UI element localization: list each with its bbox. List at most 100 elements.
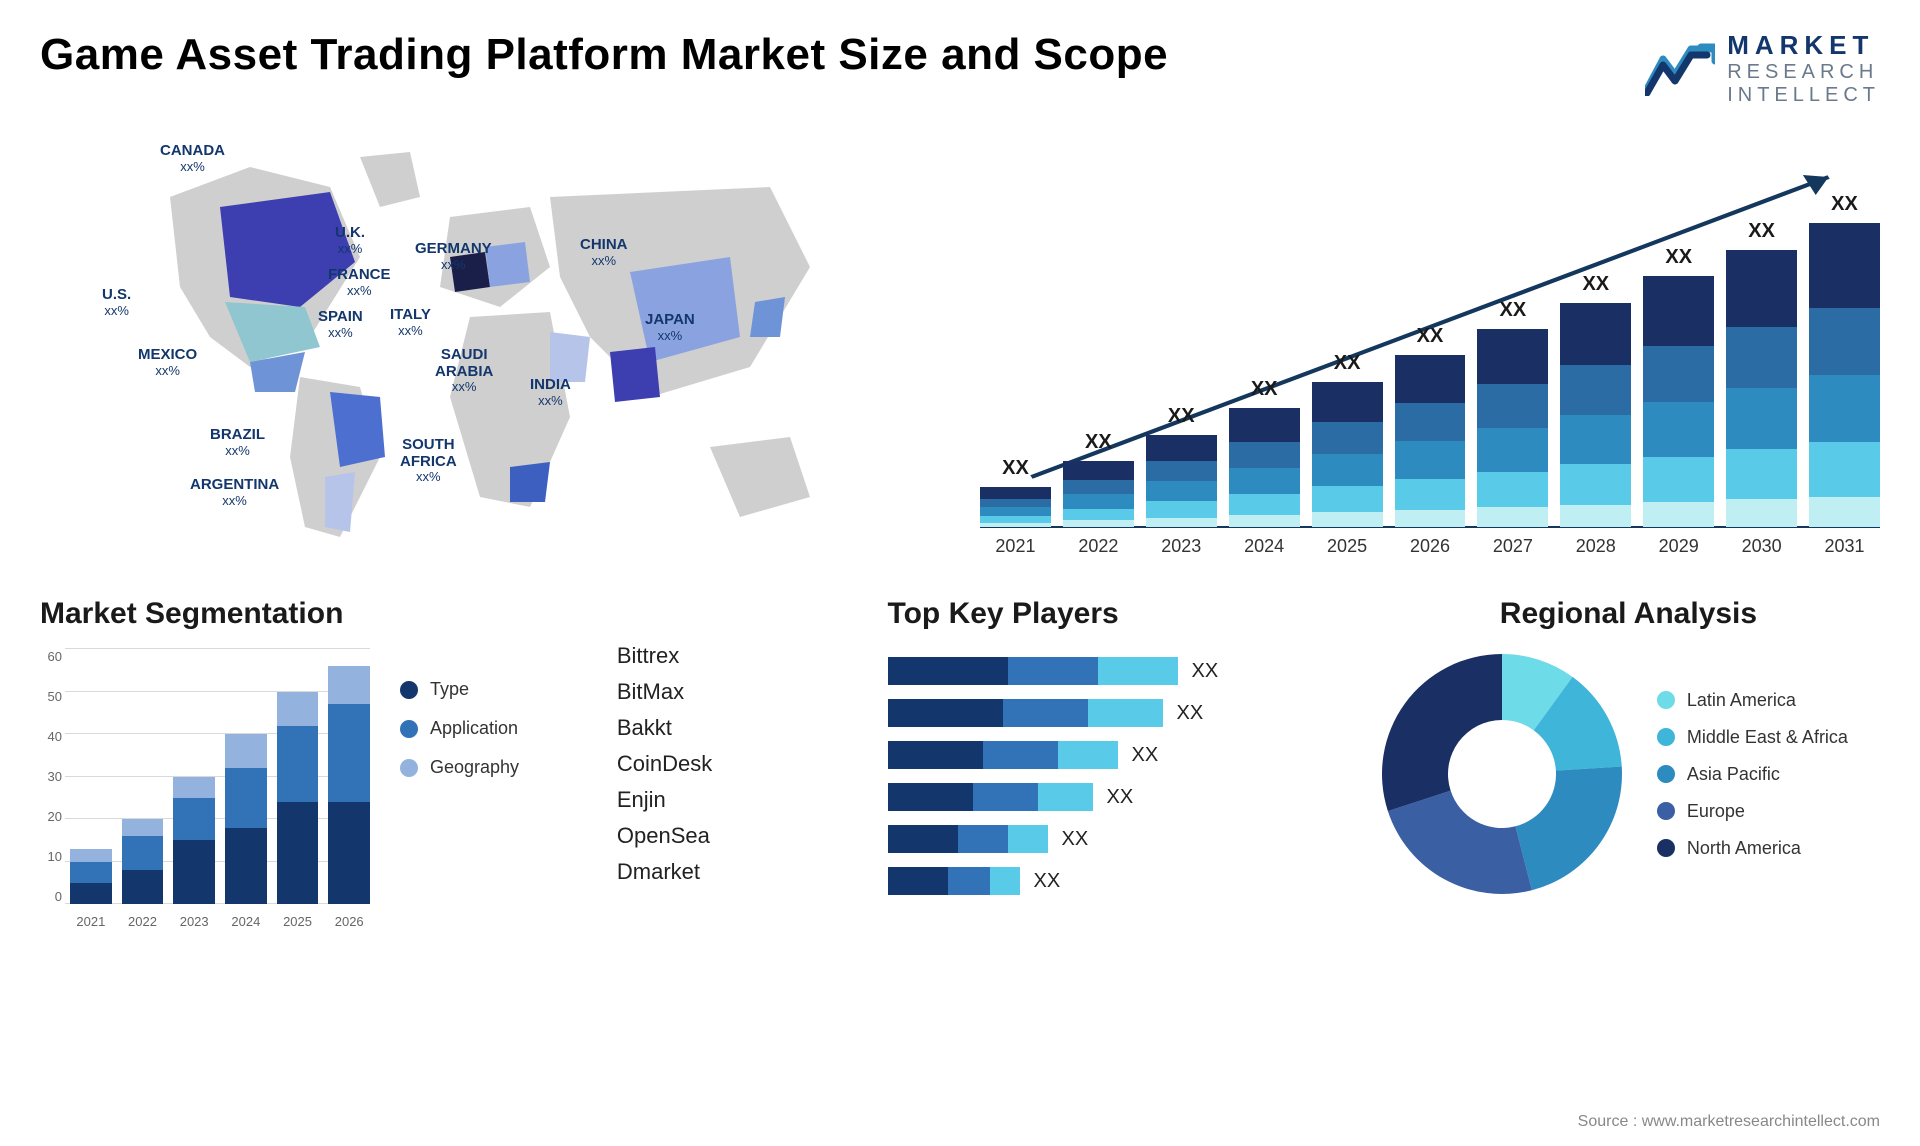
kp-bar <box>888 867 1020 895</box>
seg-legend-item: Application <box>400 718 519 739</box>
seg-ytick: 30 <box>32 769 62 784</box>
player-list-item: OpenSea <box>617 823 858 849</box>
growth-bar: XX <box>1809 223 1880 527</box>
key-players-title: Top Key Players <box>888 597 1347 631</box>
growth-bar-label: XX <box>1582 273 1609 296</box>
growth-bar-label: XX <box>1831 193 1858 216</box>
growth-xaxis-label: 2029 <box>1643 536 1714 557</box>
growth-bar-label: XX <box>1748 220 1775 243</box>
world-map-panel: CANADAxx% U.S.xx%MEXICOxx% BRAZILxx% ARGENT… <box>40 137 940 557</box>
growth-bar-label: XX <box>1085 431 1112 454</box>
kp-value-label: XX <box>1062 828 1089 851</box>
segmentation-chart: 0102030405060 202120222023202420252026 <box>40 649 370 929</box>
seg-xtick: 2024 <box>225 914 267 929</box>
kp-value-label: XX <box>1034 870 1061 893</box>
seg-ytick: 10 <box>32 849 62 864</box>
regional-legend-item: North America <box>1657 838 1848 859</box>
map-country-label: ARGENTINAxx% <box>190 477 279 508</box>
page-title: Game Asset Trading Platform Market Size … <box>40 30 1168 80</box>
map-country-label: FRANCExx% <box>328 267 391 298</box>
regional-legend-item: Asia Pacific <box>1657 764 1848 785</box>
growth-bar: XX <box>1395 355 1466 527</box>
donut-slice <box>1382 654 1502 811</box>
map-country-label: SOUTHAFRICAxx% <box>400 437 457 484</box>
growth-xaxis-label: 2026 <box>1395 536 1466 557</box>
regional-legend-item: Middle East & Africa <box>1657 727 1848 748</box>
growth-bar-label: XX <box>1500 299 1527 322</box>
growth-chart-panel: XXXXXXXXXXXXXXXXXXXXXX 20212022202320242… <box>980 137 1880 557</box>
seg-legend-item: Type <box>400 679 519 700</box>
seg-bar <box>70 849 112 904</box>
growth-xaxis-label: 2028 <box>1560 536 1631 557</box>
regional-donut-chart <box>1377 649 1627 899</box>
growth-bar-label: XX <box>1168 405 1195 428</box>
seg-xtick: 2023 <box>173 914 215 929</box>
seg-ytick: 40 <box>32 729 62 744</box>
kp-bar <box>888 657 1178 685</box>
growth-bar-label: XX <box>1417 325 1444 348</box>
regional-legend-item: Europe <box>1657 801 1848 822</box>
logo-text-1: MARKET <box>1727 30 1880 61</box>
kp-bar <box>888 699 1163 727</box>
kp-value-label: XX <box>1132 744 1159 767</box>
growth-bar: XX <box>1643 276 1714 527</box>
growth-xaxis-label: 2025 <box>1312 536 1383 557</box>
kp-value-label: XX <box>1107 786 1134 809</box>
player-list-item: BitMax <box>617 679 858 705</box>
player-list-item: Enjin <box>617 787 858 813</box>
growth-bar: XX <box>1312 382 1383 527</box>
growth-xaxis-label: 2022 <box>1063 536 1134 557</box>
growth-bar-label: XX <box>1665 246 1692 269</box>
growth-bar: XX <box>980 487 1051 527</box>
map-country-label: SAUDIARABIAxx% <box>435 347 493 394</box>
growth-bar: XX <box>1560 303 1631 527</box>
players-list: BittrexBitMaxBakktCoinDeskEnjinOpenSeaDm… <box>617 643 858 885</box>
segmentation-legend: Type Application Geography <box>400 649 519 929</box>
seg-ytick: 60 <box>32 649 62 664</box>
seg-bar <box>277 692 319 905</box>
kp-value-label: XX <box>1177 702 1204 725</box>
kp-bar <box>888 825 1048 853</box>
kp-row: XX <box>888 741 1347 769</box>
source-attribution: Source : www.marketresearchintellect.com <box>1578 1113 1880 1131</box>
regional-legend: Latin America Middle East & Africa Asia Pa… <box>1657 690 1848 859</box>
growth-xaxis-label: 2031 <box>1809 536 1880 557</box>
seg-ytick: 20 <box>32 809 62 824</box>
kp-row: XX <box>888 699 1347 727</box>
seg-bar <box>173 777 215 905</box>
kp-bar <box>888 741 1118 769</box>
map-country-label: JAPANxx% <box>645 312 695 343</box>
growth-xaxis-label: 2023 <box>1146 536 1217 557</box>
key-players-panel: Top Key Players XXXXXXXXXXXX <box>888 597 1347 929</box>
seg-xtick: 2026 <box>328 914 370 929</box>
seg-ytick: 50 <box>32 689 62 704</box>
logo-mark-icon <box>1645 41 1715 96</box>
segmentation-title: Market Segmentation <box>40 597 587 631</box>
seg-bar <box>328 666 370 904</box>
map-country-label: CHINAxx% <box>580 237 628 268</box>
map-country-label: CANADAxx% <box>160 143 225 174</box>
seg-bar <box>122 819 164 904</box>
regional-legend-item: Latin America <box>1657 690 1848 711</box>
regional-panel: Regional Analysis Latin AmericaMiddle Ea… <box>1377 597 1880 929</box>
logo-text-3: INTELLECT <box>1727 84 1880 107</box>
map-country-label: ITALYxx% <box>390 307 431 338</box>
growth-bar-label: XX <box>1334 352 1361 375</box>
map-country-label: MEXICOxx% <box>138 347 197 378</box>
growth-bar: XX <box>1726 250 1797 527</box>
kp-row: XX <box>888 825 1347 853</box>
map-country-label: BRAZILxx% <box>210 427 265 458</box>
map-country-label: U.S.xx% <box>102 287 131 318</box>
player-list-item: Dmarket <box>617 859 858 885</box>
donut-slice <box>1515 766 1622 890</box>
growth-bar-label: XX <box>1002 457 1029 480</box>
seg-xtick: 2022 <box>122 914 164 929</box>
seg-xtick: 2021 <box>70 914 112 929</box>
map-country-label: SPAINxx% <box>318 309 363 340</box>
players-list-panel: BittrexBitMaxBakktCoinDeskEnjinOpenSeaDm… <box>617 597 858 929</box>
seg-bar <box>225 734 267 904</box>
growth-xaxis-label: 2027 <box>1477 536 1548 557</box>
player-list-item: CoinDesk <box>617 751 858 777</box>
growth-xaxis-label: 2021 <box>980 536 1051 557</box>
seg-legend-item: Geography <box>400 757 519 778</box>
